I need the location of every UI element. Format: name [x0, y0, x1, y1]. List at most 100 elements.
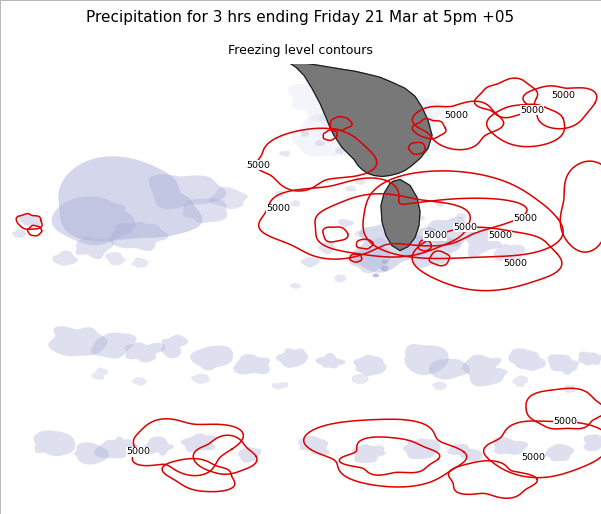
Text: 5000: 5000	[520, 106, 544, 115]
Polygon shape	[364, 165, 375, 171]
Polygon shape	[190, 345, 233, 371]
Polygon shape	[91, 368, 108, 380]
Polygon shape	[346, 105, 407, 142]
Polygon shape	[191, 374, 210, 384]
Polygon shape	[291, 111, 359, 156]
Polygon shape	[371, 119, 424, 157]
Polygon shape	[316, 353, 346, 369]
Polygon shape	[94, 436, 140, 458]
Text: 5000: 5000	[553, 417, 577, 426]
Polygon shape	[512, 376, 528, 387]
Polygon shape	[352, 374, 369, 384]
Polygon shape	[275, 191, 285, 197]
Polygon shape	[181, 433, 216, 452]
Polygon shape	[403, 438, 441, 459]
Polygon shape	[456, 213, 466, 219]
Polygon shape	[353, 355, 386, 376]
Polygon shape	[564, 385, 575, 393]
Polygon shape	[432, 381, 447, 390]
Polygon shape	[48, 326, 108, 356]
Polygon shape	[447, 444, 483, 461]
Polygon shape	[143, 436, 174, 455]
Text: 5000: 5000	[266, 204, 290, 213]
Polygon shape	[131, 258, 149, 268]
Text: Precipitation for 3 hrs ending Friday 21 Mar at 5pm +05: Precipitation for 3 hrs ending Friday 21…	[87, 10, 514, 26]
Polygon shape	[349, 246, 391, 273]
Polygon shape	[373, 273, 379, 278]
Polygon shape	[301, 257, 320, 267]
Polygon shape	[73, 443, 109, 465]
Polygon shape	[494, 244, 525, 265]
Polygon shape	[363, 130, 441, 156]
Text: 5000: 5000	[551, 91, 575, 100]
Polygon shape	[374, 237, 387, 246]
Polygon shape	[508, 348, 546, 371]
Polygon shape	[427, 217, 474, 246]
Polygon shape	[380, 266, 389, 271]
Polygon shape	[234, 354, 270, 374]
Polygon shape	[105, 252, 126, 265]
Polygon shape	[149, 174, 227, 209]
Polygon shape	[493, 437, 528, 455]
Polygon shape	[238, 447, 261, 463]
Polygon shape	[345, 186, 356, 191]
Polygon shape	[382, 260, 388, 264]
Polygon shape	[272, 382, 288, 390]
Polygon shape	[355, 179, 366, 185]
Polygon shape	[12, 229, 26, 238]
Polygon shape	[434, 200, 445, 207]
Polygon shape	[429, 359, 470, 379]
Polygon shape	[370, 96, 445, 132]
Polygon shape	[319, 100, 377, 133]
Polygon shape	[288, 81, 350, 122]
Polygon shape	[334, 274, 346, 283]
Polygon shape	[91, 333, 136, 359]
Polygon shape	[399, 227, 461, 268]
Polygon shape	[290, 200, 300, 207]
Polygon shape	[183, 198, 227, 223]
Polygon shape	[335, 148, 345, 154]
Polygon shape	[578, 352, 601, 365]
Polygon shape	[584, 434, 601, 451]
Text: 5000: 5000	[513, 214, 537, 223]
Polygon shape	[18, 214, 41, 226]
Polygon shape	[109, 222, 169, 251]
Polygon shape	[52, 250, 78, 266]
Text: 5000: 5000	[423, 231, 447, 240]
Polygon shape	[33, 430, 76, 456]
Polygon shape	[298, 436, 329, 455]
Polygon shape	[300, 130, 309, 137]
Polygon shape	[338, 219, 354, 228]
Polygon shape	[319, 242, 335, 254]
Text: 5000: 5000	[246, 161, 270, 170]
Polygon shape	[290, 283, 301, 289]
Polygon shape	[276, 348, 308, 368]
Polygon shape	[75, 236, 114, 259]
Polygon shape	[368, 108, 437, 146]
Polygon shape	[132, 377, 147, 386]
Text: Freezing level contours: Freezing level contours	[228, 44, 373, 57]
Polygon shape	[355, 231, 365, 237]
Polygon shape	[415, 215, 426, 221]
Polygon shape	[352, 223, 432, 273]
Text: 5000: 5000	[126, 447, 150, 456]
Text: 5000: 5000	[521, 453, 545, 463]
Polygon shape	[315, 140, 325, 146]
Polygon shape	[462, 355, 507, 387]
Polygon shape	[381, 179, 420, 250]
Polygon shape	[290, 63, 432, 176]
Polygon shape	[124, 342, 166, 362]
Text: 5000: 5000	[444, 111, 468, 120]
Text: 5000: 5000	[503, 259, 527, 268]
Polygon shape	[543, 444, 574, 461]
Polygon shape	[466, 228, 502, 258]
Polygon shape	[548, 354, 579, 375]
Polygon shape	[52, 196, 135, 245]
Polygon shape	[404, 344, 449, 375]
Polygon shape	[279, 151, 290, 157]
Polygon shape	[58, 156, 203, 241]
Text: 5000: 5000	[453, 223, 477, 232]
Polygon shape	[352, 444, 385, 463]
Polygon shape	[162, 335, 188, 358]
Text: 5000: 5000	[488, 231, 512, 240]
